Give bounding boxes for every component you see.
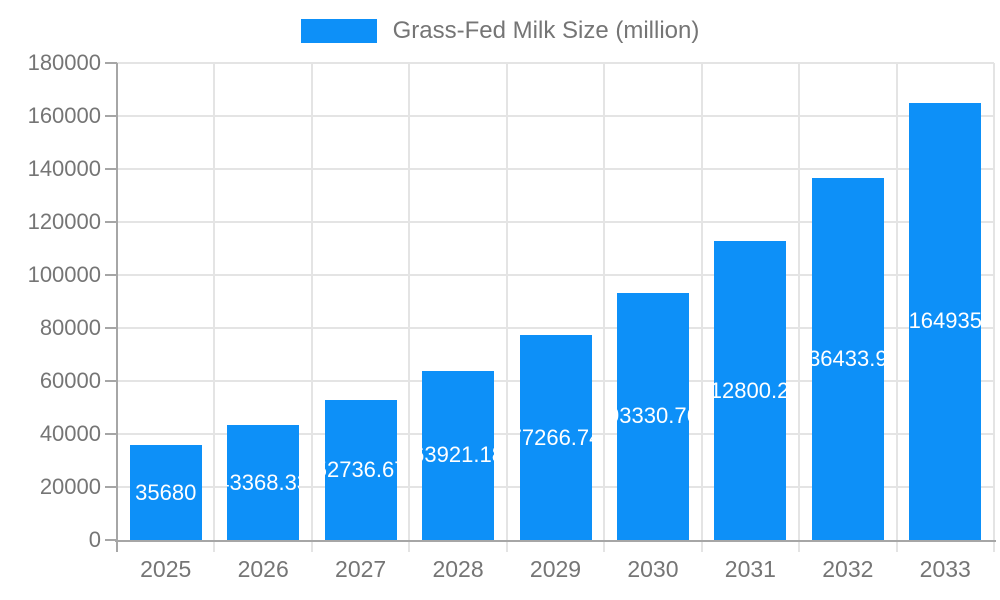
gridline-x bbox=[213, 63, 216, 552]
gridline-x bbox=[408, 63, 411, 552]
x-axis-line bbox=[115, 540, 996, 542]
y-axis-tick bbox=[105, 327, 117, 329]
bar-2033[interactable]: 164935 bbox=[909, 102, 982, 540]
bar-value-label-2025: 35680 bbox=[135, 479, 197, 505]
y-axis-tick bbox=[105, 486, 117, 488]
gridline-y-180000 bbox=[117, 62, 994, 64]
y-axis-tick bbox=[105, 62, 117, 64]
y-axis-tick-label-20000: 20000 bbox=[39, 474, 101, 499]
gridline-x bbox=[505, 63, 508, 552]
y-axis-tick bbox=[105, 539, 117, 541]
bar-value-label-2029: 77266.74 bbox=[520, 424, 592, 450]
gridline-y-100000 bbox=[117, 274, 994, 276]
y-axis-tick-label-160000: 160000 bbox=[27, 103, 101, 128]
x-axis-label-2030: 2030 bbox=[627, 556, 679, 582]
gridline-x bbox=[895, 63, 898, 552]
x-axis-label-2028: 2028 bbox=[432, 556, 484, 582]
gridline-y-80000 bbox=[117, 327, 994, 329]
bar-2031[interactable]: 112800.22 bbox=[714, 241, 787, 540]
legend-swatch-icon bbox=[300, 19, 377, 43]
legend[interactable]: Grass-Fed Milk Size (million) bbox=[0, 17, 1000, 45]
y-axis-line bbox=[116, 63, 118, 552]
x-axis-label-2032: 2032 bbox=[822, 556, 874, 582]
y-axis-tick bbox=[105, 433, 117, 435]
gridline-y-140000 bbox=[117, 168, 994, 170]
y-axis-tick-label-140000: 140000 bbox=[27, 156, 101, 181]
bar-2027[interactable]: 52736.67 bbox=[324, 400, 397, 540]
y-axis-tick bbox=[105, 168, 117, 170]
y-axis-tick-label-180000: 180000 bbox=[27, 50, 101, 75]
y-axis-tick-label-60000: 60000 bbox=[39, 368, 101, 393]
x-axis-label-2031: 2031 bbox=[724, 556, 776, 582]
gridline-y-120000 bbox=[117, 221, 994, 223]
y-axis-tick-label-80000: 80000 bbox=[39, 315, 101, 340]
x-axis-label-2029: 2029 bbox=[529, 556, 582, 582]
y-axis-tick-label-40000: 40000 bbox=[39, 421, 101, 446]
bar-2026[interactable]: 43368.33 bbox=[227, 425, 300, 540]
gridline-x bbox=[603, 63, 606, 552]
bar-2029[interactable]: 77266.74 bbox=[519, 335, 592, 540]
x-axis-label-2033: 2033 bbox=[919, 556, 971, 582]
x-axis-label-2025: 2025 bbox=[140, 556, 192, 582]
gridline-x bbox=[700, 63, 703, 552]
y-axis-tick-label-0: 0 bbox=[88, 527, 101, 552]
x-axis-label-2027: 2027 bbox=[335, 556, 387, 582]
bar-2025[interactable]: 35680 bbox=[129, 445, 202, 540]
gridline-x bbox=[310, 63, 313, 552]
x-axis-label-2026: 2026 bbox=[237, 556, 289, 582]
legend-series-label: Grass-Fed Milk Size (million) bbox=[392, 17, 700, 44]
bar-value-label-2027: 52736.67 bbox=[325, 457, 397, 483]
gridline-y-160000 bbox=[117, 115, 994, 117]
bar-value-label-2026: 43368.33 bbox=[227, 469, 299, 495]
y-axis-tick-label-100000: 100000 bbox=[27, 262, 101, 287]
y-axis-tick bbox=[105, 380, 117, 382]
y-axis-tick bbox=[105, 274, 117, 276]
y-axis-tick bbox=[105, 115, 117, 117]
bar-2028[interactable]: 63921.18 bbox=[422, 370, 495, 540]
y-axis-tick bbox=[105, 221, 117, 223]
bar-value-label-2028: 63921.18 bbox=[422, 442, 494, 468]
bar-value-label-2031: 112800.22 bbox=[714, 377, 787, 403]
bar-value-label-2033: 164935 bbox=[909, 308, 982, 334]
plot-area: 0 20000 40000 60000 80000 100000 120000 140000 1… bbox=[28, 51, 996, 582]
y-axis-tick-label-120000: 120000 bbox=[27, 209, 101, 234]
gridline-x bbox=[798, 63, 801, 552]
gridline-x bbox=[993, 63, 995, 552]
